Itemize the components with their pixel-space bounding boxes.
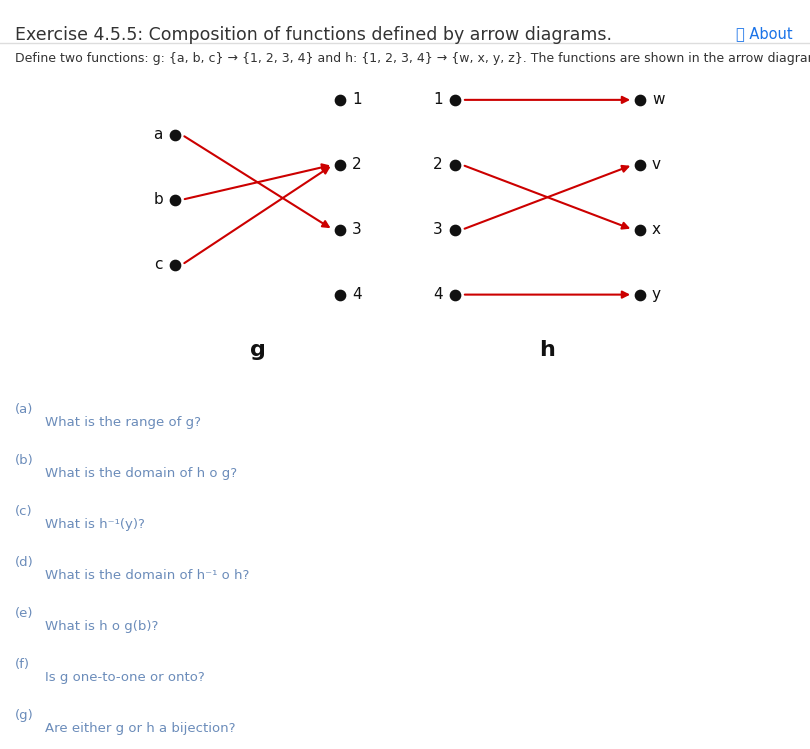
Point: [633, 159, 646, 171]
Text: Are either g or h a bijection?: Are either g or h a bijection?: [45, 722, 235, 735]
Text: w: w: [652, 92, 664, 107]
Text: 2: 2: [352, 157, 361, 172]
Point: [633, 94, 646, 106]
Text: x: x: [652, 222, 661, 237]
Text: Exercise 4.5.5: Composition of functions defined by arrow diagrams.: Exercise 4.5.5: Composition of functions…: [15, 26, 612, 44]
Text: 3: 3: [352, 222, 362, 237]
Point: [449, 224, 462, 236]
Text: 2: 2: [433, 157, 443, 172]
Point: [334, 159, 347, 171]
Text: h: h: [539, 339, 556, 360]
Point: [449, 159, 462, 171]
Text: c: c: [155, 257, 163, 272]
Text: 3: 3: [433, 222, 443, 237]
Text: v: v: [652, 157, 661, 172]
Point: [334, 288, 347, 300]
Text: 4: 4: [433, 287, 443, 302]
Text: (b): (b): [15, 454, 33, 467]
Text: y: y: [652, 287, 661, 302]
Point: [168, 129, 181, 141]
Text: Save: Save: [145, 82, 179, 96]
Point: [449, 288, 462, 300]
Text: a: a: [154, 127, 163, 142]
Text: (e): (e): [15, 607, 33, 619]
Point: [334, 94, 347, 106]
Text: What is h⁻¹(y)?: What is h⁻¹(y)?: [45, 518, 144, 531]
Point: [334, 224, 347, 236]
Text: (a): (a): [15, 403, 33, 416]
Text: (c): (c): [15, 505, 32, 518]
Point: [449, 94, 462, 106]
Text: (d): (d): [15, 556, 33, 568]
Text: Define two functions: g: {a, b, c} → {1, 2, 3, 4} and h: {1, 2, 3, 4} → {w, x, y: Define two functions: g: {a, b, c} → {1,…: [15, 52, 810, 65]
Point: [168, 194, 181, 206]
Text: 1: 1: [433, 92, 443, 107]
Point: [633, 288, 646, 300]
Text: (f): (f): [15, 658, 30, 670]
Text: g: g: [249, 339, 266, 360]
Point: [633, 224, 646, 236]
Text: What is the domain of h⁻¹ o h?: What is the domain of h⁻¹ o h?: [45, 569, 249, 582]
Point: [168, 258, 181, 270]
Text: What is the domain of h o g?: What is the domain of h o g?: [45, 467, 237, 480]
Text: (g): (g): [15, 709, 33, 721]
Text: ⓘ About: ⓘ About: [735, 26, 792, 41]
Text: What is h o g(b)?: What is h o g(b)?: [45, 620, 158, 633]
Text: Is g one-to-one or onto?: Is g one-to-one or onto?: [45, 671, 204, 684]
Text: p: p: [130, 84, 139, 94]
Text: 1: 1: [352, 92, 361, 107]
Text: What is the range of g?: What is the range of g?: [45, 416, 201, 429]
Text: b: b: [153, 192, 163, 207]
Text: 4: 4: [352, 287, 361, 302]
